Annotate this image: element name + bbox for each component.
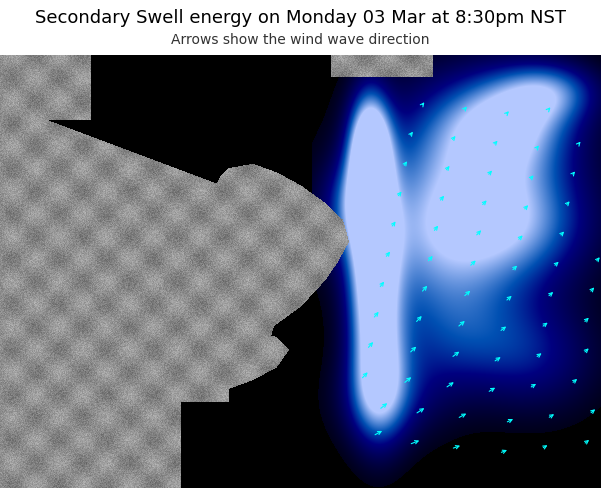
Text: Secondary Swell energy on Monday 03 Mar at 8:30pm NST: Secondary Swell energy on Monday 03 Mar …: [35, 9, 566, 27]
Text: Arrows show the wind wave direction: Arrows show the wind wave direction: [171, 33, 430, 47]
